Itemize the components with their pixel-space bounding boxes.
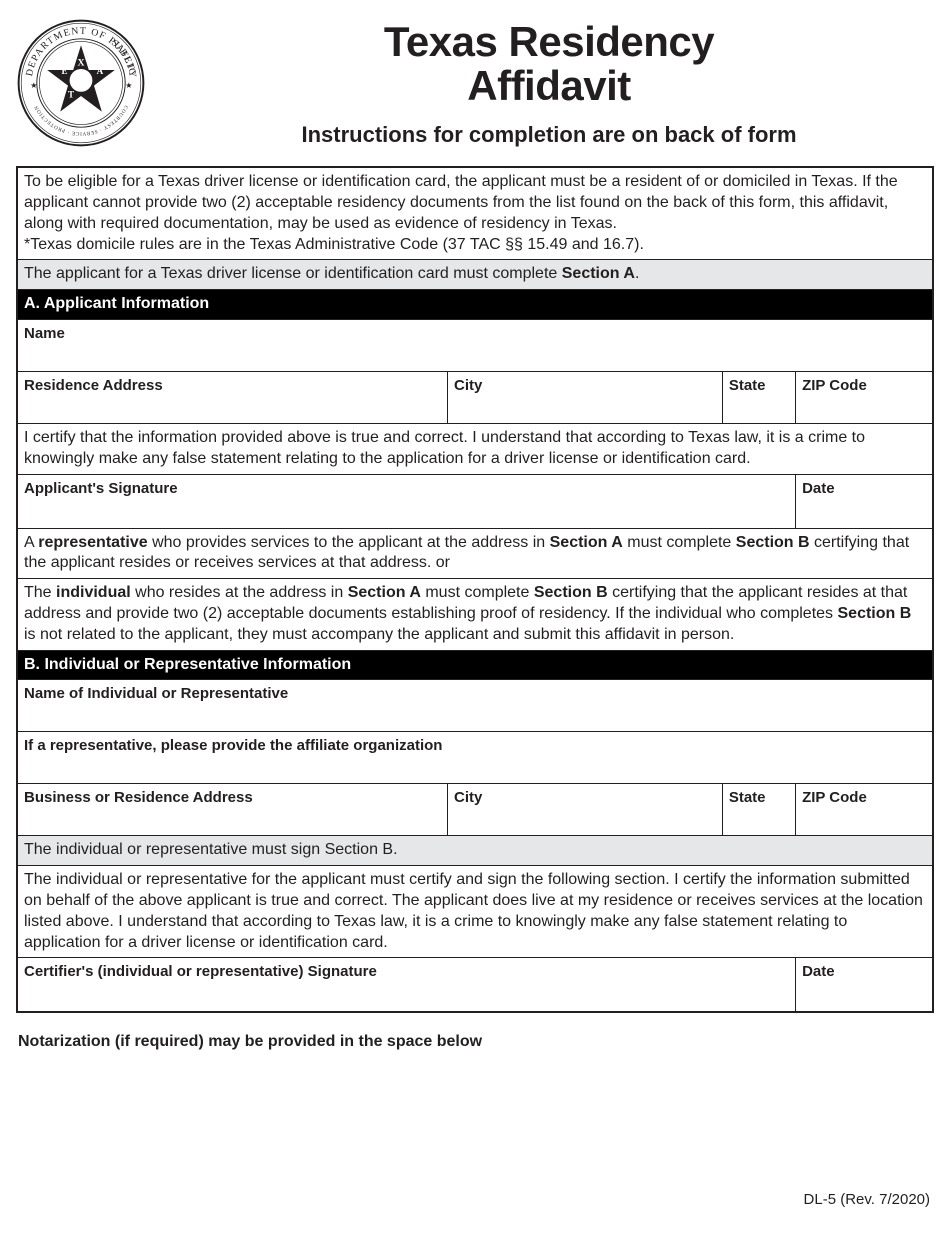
affidavit-form: To be eligible for a Texas driver licens… <box>16 166 934 1013</box>
applicant-name-field[interactable]: Name <box>17 319 933 371</box>
applicant-zip-field[interactable]: ZIP Code <box>796 371 933 423</box>
certifier-date-field[interactable]: Date <box>796 958 933 1012</box>
svg-text:X: X <box>77 57 84 68</box>
form-number: DL-5 (Rev. 7/2020) <box>16 1191 934 1208</box>
section-b-bar: B. Individual or Representative Informat… <box>17 650 933 680</box>
svg-text:S: S <box>78 100 83 110</box>
dps-seal: DEPARTMENT OF PUBLIC SAFETY COURTESY · S… <box>16 18 146 148</box>
rep-mustsign: The individual or representative must si… <box>17 836 933 866</box>
svg-text:A: A <box>97 66 104 76</box>
affiliate-org-field[interactable]: If a representative, please provide the … <box>17 732 933 784</box>
applicant-date-field[interactable]: Date <box>796 474 933 528</box>
notarization-note: Notarization (if required) may be provid… <box>16 1033 934 1051</box>
svg-text:T: T <box>68 89 74 99</box>
svg-text:E: E <box>62 66 68 76</box>
individual-instruction: The individual who resides at the addres… <box>17 579 933 650</box>
section-a-bar: A. Applicant Information <box>17 290 933 320</box>
svg-text:★: ★ <box>125 81 132 90</box>
applicant-signature-field[interactable]: Applicant's Signature <box>17 474 796 528</box>
certifier-signature-field[interactable]: Certifier's (individual or representativ… <box>17 958 796 1012</box>
representative-instruction: A representative who provides services t… <box>17 528 933 579</box>
applicant-state-field[interactable]: State <box>722 371 795 423</box>
title-line2: Affidavit <box>467 62 631 109</box>
applicant-city-field[interactable]: City <box>448 371 723 423</box>
page-title: Texas Residency Affidavit <box>164 20 934 108</box>
applicant-address-field[interactable]: Residence Address <box>17 371 448 423</box>
svg-text:★: ★ <box>30 81 37 90</box>
rep-certification: The individual or representative for the… <box>17 866 933 958</box>
rep-name-field[interactable]: Name of Individual or Representative <box>17 680 933 732</box>
rep-city-field[interactable]: City <box>448 784 723 836</box>
rep-zip-field[interactable]: ZIP Code <box>796 784 933 836</box>
instruction-section-a: The applicant for a Texas driver license… <box>17 260 933 290</box>
rep-state-field[interactable]: State <box>722 784 795 836</box>
subtitle: Instructions for completion are on back … <box>164 122 934 148</box>
eligibility-text: To be eligible for a Texas driver licens… <box>17 167 933 260</box>
title-line1: Texas Residency <box>384 18 714 65</box>
applicant-certification: I certify that the information provided … <box>17 423 933 474</box>
rep-address-field[interactable]: Business or Residence Address <box>17 784 448 836</box>
